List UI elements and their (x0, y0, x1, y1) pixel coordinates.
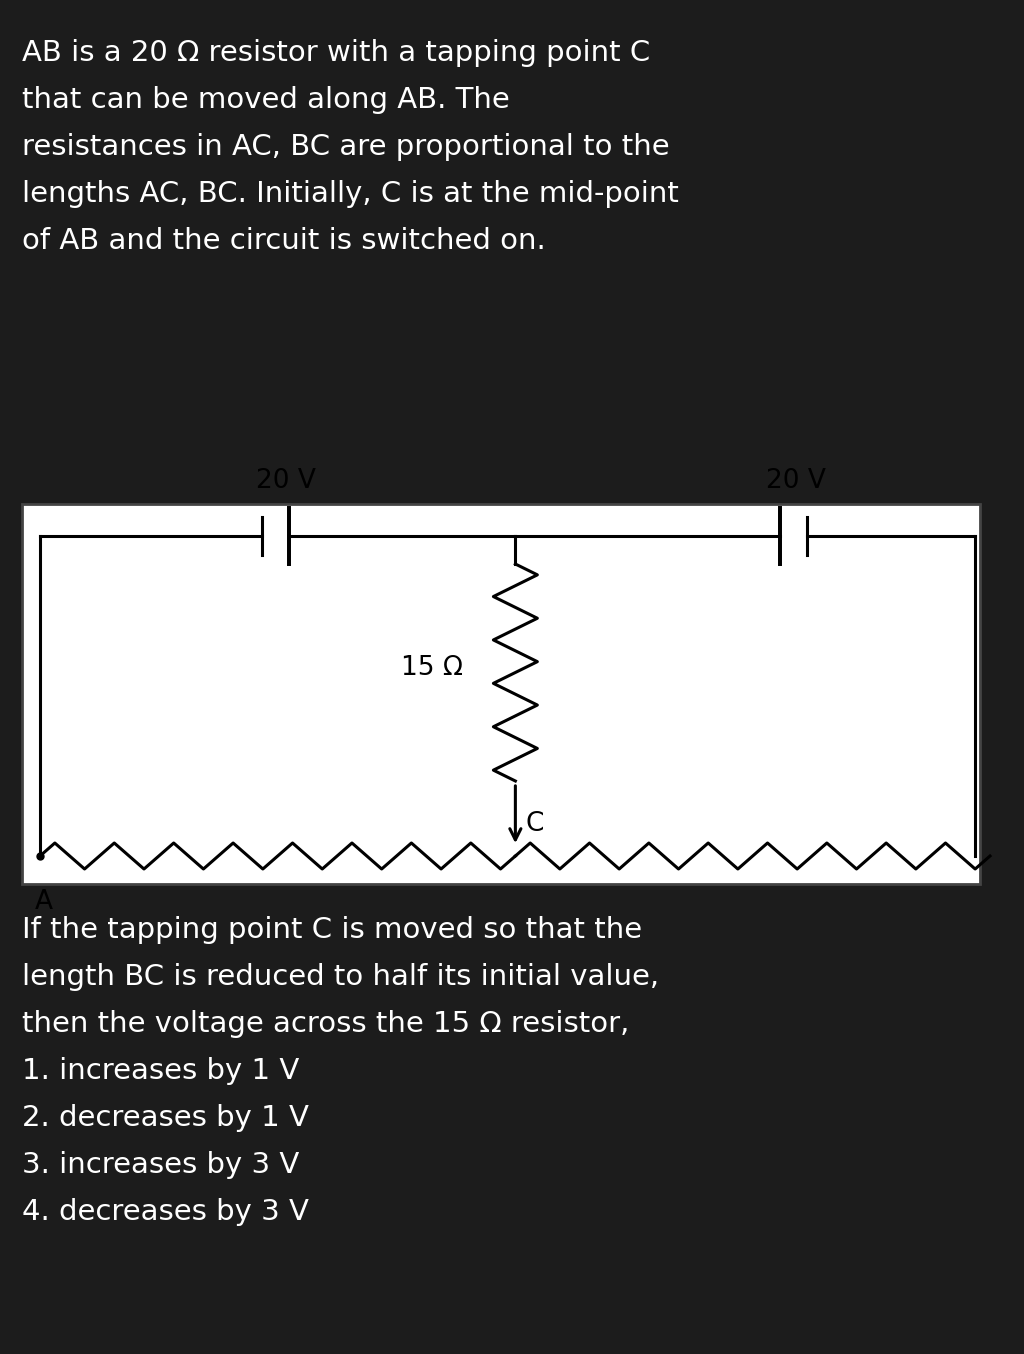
Text: 4. decreases by 3 V: 4. decreases by 3 V (22, 1198, 309, 1225)
Text: 15 Ω: 15 Ω (401, 654, 464, 681)
Text: then the voltage across the 15 Ω resistor,: then the voltage across the 15 Ω resisto… (22, 1010, 630, 1039)
Text: If the tapping point C is moved so that the: If the tapping point C is moved so that … (22, 917, 642, 944)
Text: 20 V: 20 V (256, 468, 315, 494)
Text: A: A (35, 890, 53, 915)
Text: lengths AC, BC. Initially, C is at the mid-point: lengths AC, BC. Initially, C is at the m… (22, 180, 679, 209)
Text: 2. decreases by 1 V: 2. decreases by 1 V (22, 1104, 309, 1132)
Text: that can be moved along AB. The: that can be moved along AB. The (22, 87, 510, 114)
Text: of AB and the circuit is switched on.: of AB and the circuit is switched on. (22, 227, 546, 255)
Text: AB is a 20 Ω resistor with a tapping point C: AB is a 20 Ω resistor with a tapping poi… (22, 39, 650, 66)
Text: 3. increases by 3 V: 3. increases by 3 V (22, 1151, 299, 1179)
Text: 20 V: 20 V (766, 468, 826, 494)
Text: C: C (525, 811, 544, 837)
Bar (22, 504, 980, 884)
Text: 1. increases by 1 V: 1. increases by 1 V (22, 1057, 299, 1085)
Text: length BC is reduced to half its initial value,: length BC is reduced to half its initial… (22, 963, 659, 991)
Text: resistances in AC, BC are proportional to the: resistances in AC, BC are proportional t… (22, 133, 670, 161)
